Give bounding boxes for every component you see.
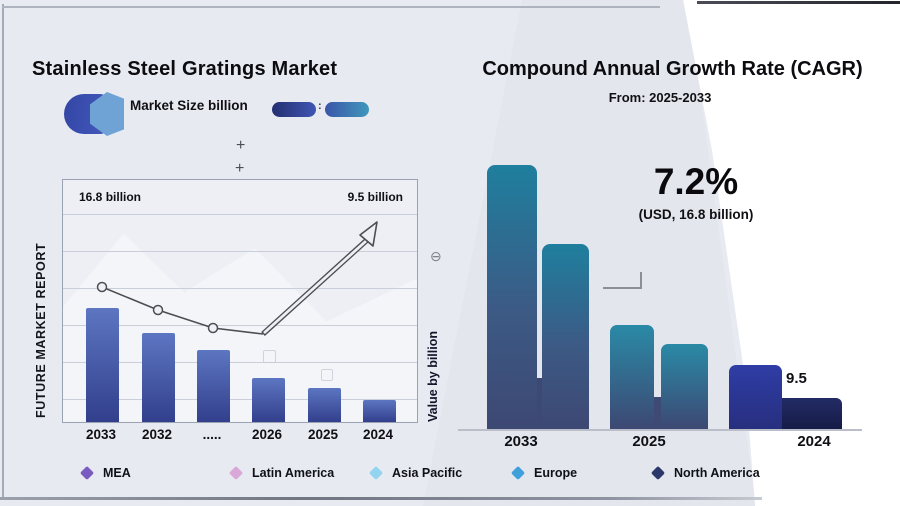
diamond-icon <box>228 465 244 481</box>
plus-decoration-icon: + <box>235 160 245 177</box>
cagr-value-block: 7.2% (USD, 16.8 billion) <box>601 161 791 222</box>
legend-item-asia-pacific: Asia Pacific <box>368 465 463 481</box>
right-chart-baseline <box>458 429 862 431</box>
cagr-bar-2033-bridge <box>537 378 542 429</box>
watermark-icon <box>263 350 276 363</box>
diamond-icon <box>510 465 526 481</box>
frame-bottom-line <box>0 497 762 500</box>
frame-topright-line <box>697 1 900 4</box>
legend-label: MEA <box>103 466 131 480</box>
legend-item-north-america: North America <box>650 465 760 481</box>
rx-label-2025: 2025 <box>632 433 666 450</box>
cagr-title: Compound Annual Growth Rate (CAGR) <box>482 58 863 80</box>
plus-decoration-icon: + <box>236 137 246 154</box>
cagr-caption: (USD, 16.8 billion) <box>638 206 754 222</box>
ratio-pill-teal <box>325 102 369 117</box>
frame-top-line <box>2 6 660 8</box>
future-market-report-label: FUTURE MARKET REPORT <box>34 242 48 418</box>
legend-label: Europe <box>534 466 578 480</box>
diamond-icon <box>79 465 95 481</box>
x-label-2033: 2033 <box>85 427 117 442</box>
gridline <box>63 214 417 215</box>
market-size-label: Market Size billion <box>130 98 248 113</box>
trend-line-arrow <box>96 221 378 337</box>
cagr-bar-2024-a <box>729 365 782 429</box>
gridline <box>63 325 417 326</box>
cylinder-logo-icon <box>64 92 124 136</box>
cagr-bar-2025-b <box>661 344 708 429</box>
bar-2032 <box>142 333 175 422</box>
end-value-label: 9.5 billion <box>347 190 403 204</box>
page-title: Stainless Steel Gratings Market <box>32 58 338 80</box>
bar-mid <box>197 350 230 422</box>
cagr-subtitle: From: 2025-2033 <box>608 90 712 105</box>
gridline <box>63 251 417 252</box>
rx-label-2033: 2033 <box>504 433 538 450</box>
cagr-bar-2025-a <box>610 325 654 429</box>
elbow-annotation-line <box>640 272 642 288</box>
data-label-9-5: 9.5 <box>786 370 807 387</box>
market-size-chart-panel: 16.8 billion 9.5 billion <box>62 179 418 423</box>
gridline <box>63 362 417 363</box>
x-label-2026: 2026 <box>251 427 283 442</box>
watermark-icon <box>321 369 333 381</box>
start-value-label: 16.8 billion <box>79 190 142 204</box>
minus-circle-icon: ⊖ <box>430 248 442 264</box>
bar-2024 <box>363 400 396 422</box>
gridline <box>63 288 417 289</box>
cagr-bar-2024-b <box>782 398 842 429</box>
rx-label-2024: 2024 <box>797 433 831 450</box>
legend-label: Asia Pacific <box>392 466 463 480</box>
x-label-dots: ..... <box>202 427 222 442</box>
elbow-annotation-line <box>603 287 642 289</box>
x-label-2024: 2024 <box>362 427 394 442</box>
frame-left-line <box>2 4 4 500</box>
legend-item-mea: MEA <box>79 465 131 481</box>
x-label-2025: 2025 <box>307 427 339 442</box>
cagr-bar-2033-b <box>542 244 589 429</box>
ratio-pill-dark <box>272 102 316 117</box>
bar-2026 <box>252 378 285 422</box>
diamond-icon <box>650 465 666 481</box>
legend-label: Latin America <box>252 466 335 480</box>
bar-2033 <box>86 308 119 422</box>
cagr-percentage: 7.2% <box>653 161 739 202</box>
legend-item-latin-america: Latin America <box>228 465 335 481</box>
x-label-2032: 2032 <box>141 427 173 442</box>
legend-item-europe: Europe <box>510 465 578 481</box>
ratio-colon: : <box>318 100 322 112</box>
gridline <box>63 399 417 400</box>
diamond-icon <box>368 465 384 481</box>
value-by-billion-label: Value by billion <box>426 331 440 422</box>
bar-2025 <box>308 388 341 422</box>
cagr-bar-2033-a <box>487 165 537 429</box>
legend-label: North America <box>674 466 760 480</box>
cagr-bar-2025-bridge <box>654 397 661 429</box>
